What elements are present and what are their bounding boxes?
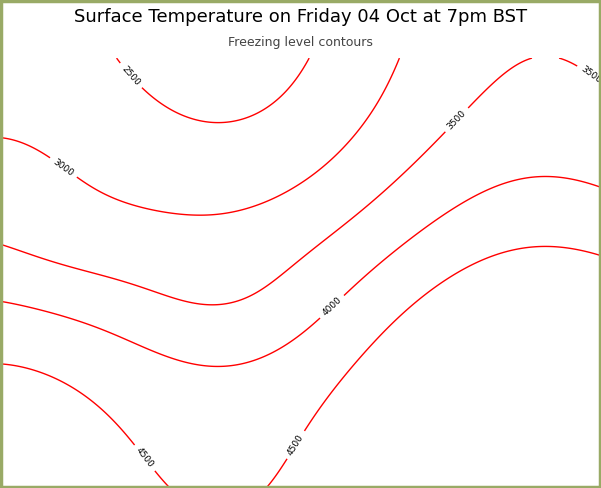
Text: 4500: 4500 [286, 433, 305, 457]
Text: 4000: 4000 [321, 296, 344, 318]
Text: 3000: 3000 [52, 157, 76, 178]
Text: 3500: 3500 [579, 65, 601, 85]
Text: 2500: 2500 [120, 64, 142, 87]
Text: 3500: 3500 [445, 108, 468, 131]
Text: Surface Temperature on Friday 04 Oct at 7pm BST: Surface Temperature on Friday 04 Oct at … [74, 8, 527, 26]
Text: Freezing level contours: Freezing level contours [228, 36, 373, 49]
Text: 4500: 4500 [134, 446, 155, 470]
